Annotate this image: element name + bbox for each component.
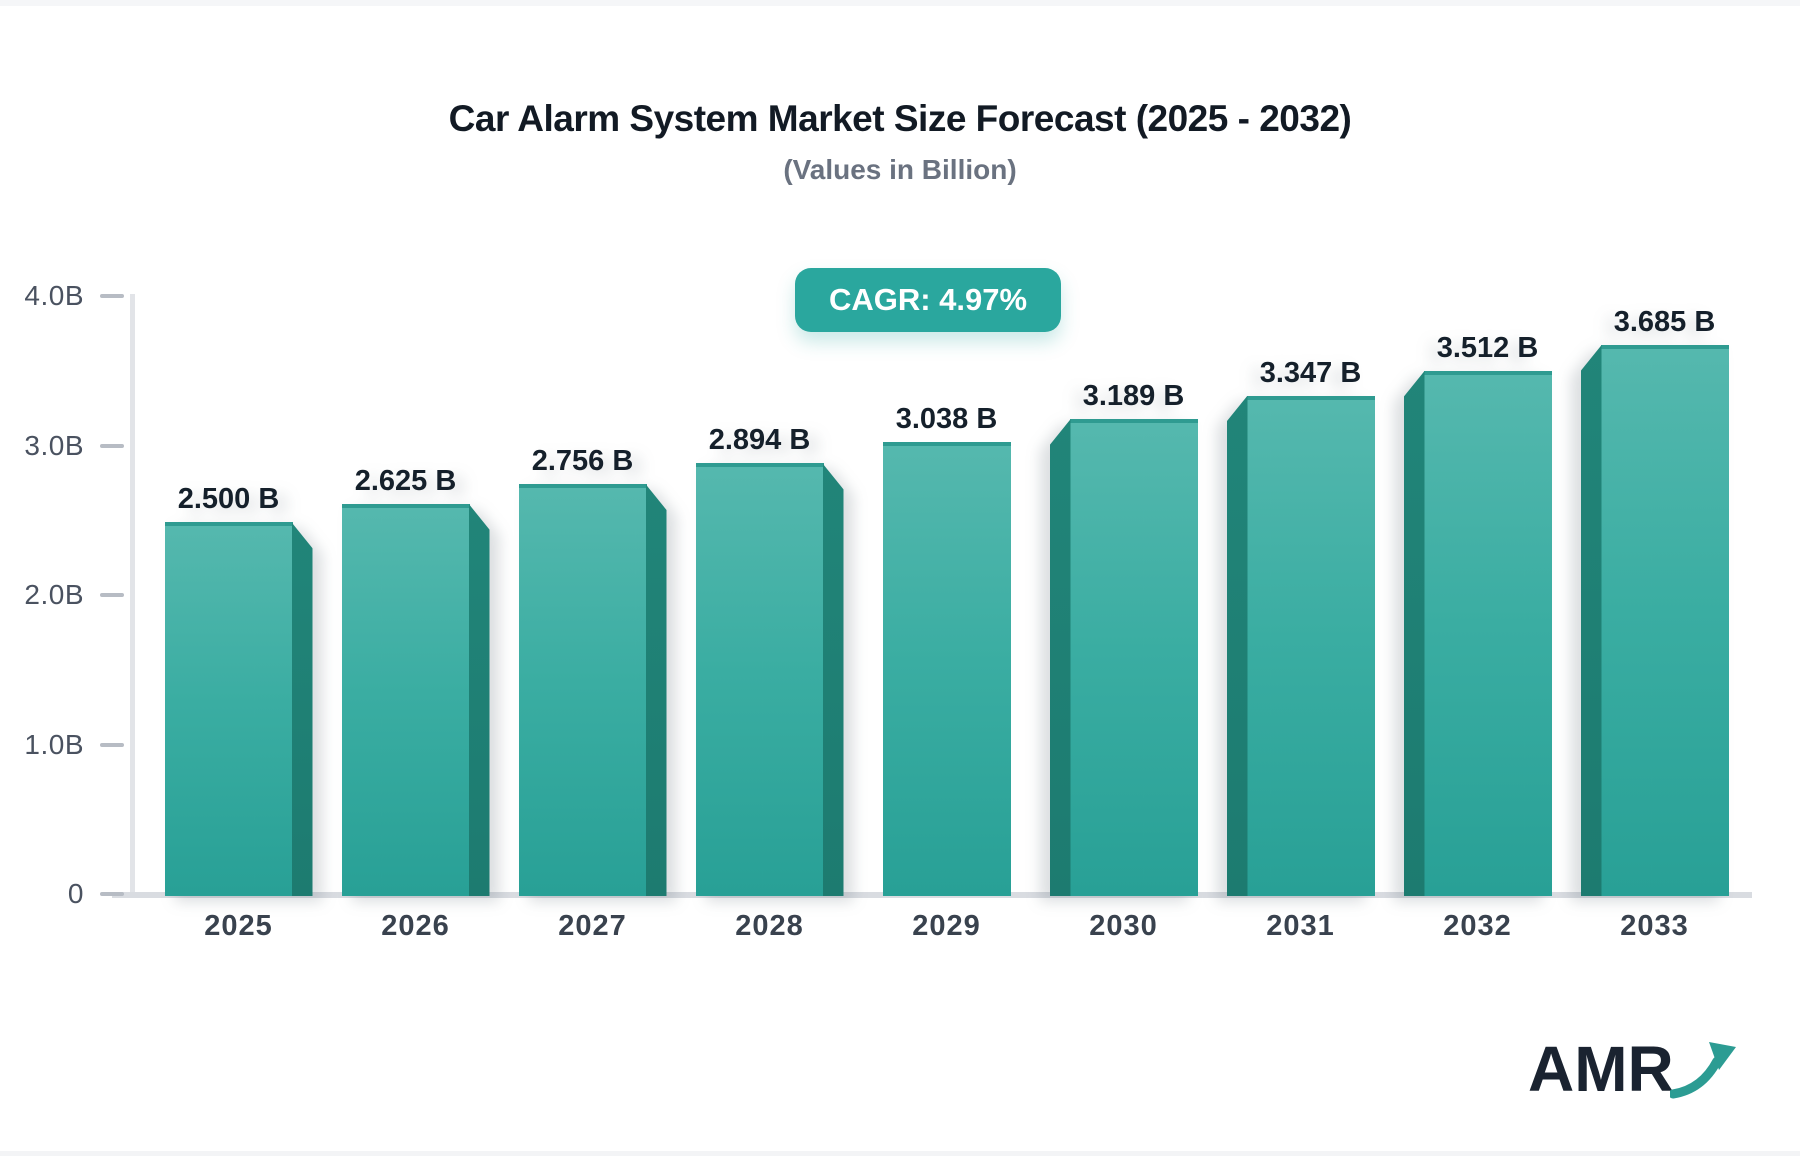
y-tick-dash	[100, 593, 124, 597]
x-axis-label-2030: 2030	[1089, 910, 1158, 942]
bar-slot-2027: 2.756 B	[504, 296, 681, 896]
y-tick-label: 3.0B	[24, 429, 84, 461]
bar-2025: 2.500 B	[164, 483, 313, 896]
bar-slot-2032: 3.512 B	[1389, 296, 1566, 896]
x-axis-label-2026: 2026	[381, 910, 450, 942]
bar-face: 2.894 B	[695, 424, 824, 896]
amr-logo: AMR	[1528, 1032, 1736, 1106]
bar-2029: 3.038 B	[882, 403, 1011, 896]
bar-2031: 3.347 B	[1226, 357, 1375, 896]
bar-value-label: 2.756 B	[531, 444, 634, 477]
y-tick-label: 0	[67, 878, 84, 909]
bar-value-label: 2.894 B	[708, 424, 811, 457]
bar-slot-2033: 3.685 B	[1566, 296, 1743, 896]
y-tick-2.0B: 2.0B	[18, 579, 124, 611]
bar-slot-2031: 3.347 B	[1212, 296, 1389, 896]
x-axis-labels: 2025 2026 2027 2028 2029 2030 2031 2032 2033	[150, 910, 1743, 943]
y-tick-dash	[100, 892, 124, 896]
x-axis-label-2027: 2027	[558, 910, 627, 942]
bars-container: 2.500 B 2.625 B 2.756 B 2.894 B 3.038 B 3.189…	[150, 296, 1743, 896]
y-tick-dash	[100, 742, 124, 747]
bar-face: 3.347 B	[1246, 357, 1375, 896]
bar-slot-2029: 3.038 B	[858, 296, 1035, 896]
bar-value-label: 2.625 B	[354, 464, 457, 497]
bar-2032: 3.512 B	[1403, 332, 1552, 896]
y-tick-0: 0	[18, 878, 124, 910]
bar-face: 2.500 B	[164, 483, 293, 896]
y-tick-label: 1.0B	[24, 728, 84, 760]
x-axis-label-2031: 2031	[1266, 910, 1335, 942]
y-tick-4.0B: 4.0B	[18, 280, 124, 312]
chart-title: Car Alarm System Market Size Forecast (2…	[448, 98, 1352, 139]
bar-face: 3.685 B	[1600, 306, 1729, 896]
bar-value-label: 3.685 B	[1613, 306, 1716, 339]
bar-slot-2028: 2.894 B	[681, 296, 858, 896]
bar-2030: 3.189 B	[1049, 380, 1198, 896]
chart-subtitle: (Values in Billion)	[783, 154, 1017, 185]
bar-2028: 2.894 B	[695, 424, 844, 896]
x-axis-label-2033: 2033	[1620, 910, 1689, 942]
bar-slot-2025: 2.500 B	[150, 296, 327, 896]
bar-side-face	[1049, 419, 1071, 896]
bar-2026: 2.625 B	[341, 465, 490, 896]
bar-slot-2030: 3.189 B	[1035, 296, 1212, 896]
x-axis-label-2032: 2032	[1443, 910, 1512, 942]
bar-face: 3.038 B	[882, 403, 1011, 896]
y-tick-dash	[100, 443, 124, 448]
bar-side-face	[468, 503, 490, 896]
y-tick-label: 4.0B	[24, 280, 84, 311]
bar-face: 2.756 B	[518, 445, 647, 896]
bar-side-face	[1226, 395, 1248, 896]
amr-logo-text: AMR	[1528, 1033, 1674, 1105]
bar-2033: 3.685 B	[1580, 306, 1729, 896]
bar-value-label: 3.347 B	[1259, 356, 1362, 389]
y-axis-line	[130, 294, 135, 897]
bar-side-face	[1580, 345, 1602, 896]
bar-value-label: 3.189 B	[1082, 380, 1185, 413]
bar-value-label: 3.038 B	[895, 402, 998, 435]
cagr-badge: CAGR: 4.97%	[795, 268, 1061, 332]
y-tick-3.0B: 3.0B	[18, 430, 124, 462]
cagr-badge-label: CAGR: 4.97%	[828, 282, 1028, 317]
y-tick-dash	[100, 294, 124, 298]
bar-side-face	[291, 522, 313, 896]
bar-side-face	[1403, 370, 1425, 896]
bar-value-label: 2.500 B	[177, 483, 280, 516]
x-axis-label-2025: 2025	[204, 910, 273, 942]
bar-2027: 2.756 B	[518, 445, 667, 896]
x-axis-label-2028: 2028	[735, 910, 804, 942]
growth-arrow-icon	[1668, 1039, 1736, 1106]
bar-value-label: 3.512 B	[1436, 331, 1539, 364]
y-tick-1.0B: 1.0B	[18, 729, 124, 761]
bar-face: 3.512 B	[1423, 332, 1552, 896]
y-tick-label: 2.0B	[24, 579, 84, 610]
bar-side-face	[822, 463, 844, 896]
bar-side-face	[645, 483, 667, 896]
bar-slot-2026: 2.625 B	[327, 296, 504, 896]
x-axis-label-2029: 2029	[912, 910, 981, 942]
bar-face: 3.189 B	[1069, 380, 1198, 896]
bar-face: 2.625 B	[341, 465, 470, 896]
